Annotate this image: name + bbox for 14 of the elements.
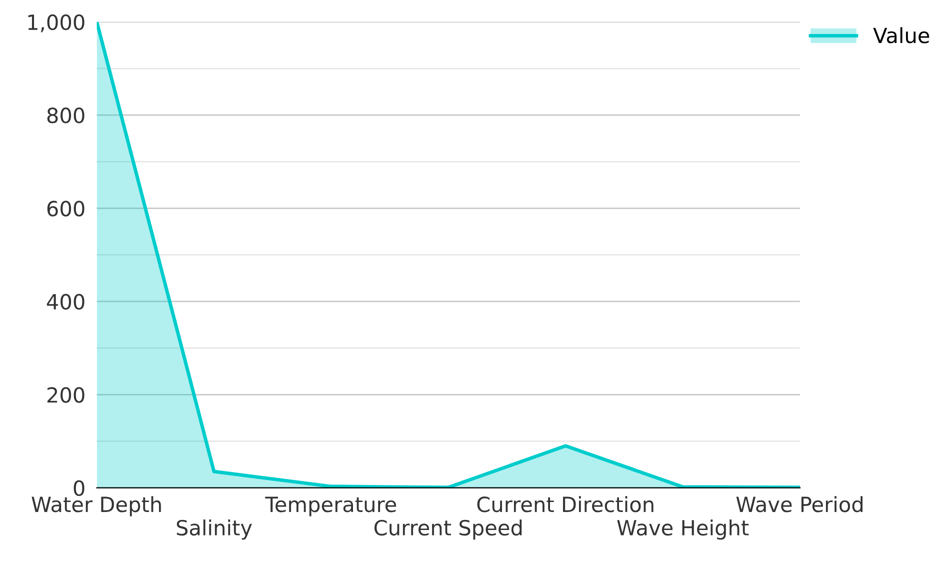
y-tick-label: 1,000 — [28, 14, 84, 32]
y-tick-label: 200 — [47, 387, 84, 403]
x-tick-label: Wave Period — [736, 496, 862, 512]
y-tick-label: 800 — [47, 108, 84, 124]
x-tick-label: Water Depth — [32, 496, 161, 516]
x-tick-label: Temperature — [265, 496, 396, 516]
y-tick-label: 600 — [47, 200, 84, 216]
y-tick-label: 400 — [46, 294, 84, 310]
legend-label: Value — [873, 27, 930, 44]
x-tick-label: Wave Height — [617, 519, 749, 540]
x-tick-label: Current Speed — [374, 519, 522, 540]
y-tick-label: 0 — [74, 480, 84, 496]
x-tick-label: Current Direction — [477, 496, 654, 512]
x-tick-label: Salinity — [176, 519, 252, 540]
